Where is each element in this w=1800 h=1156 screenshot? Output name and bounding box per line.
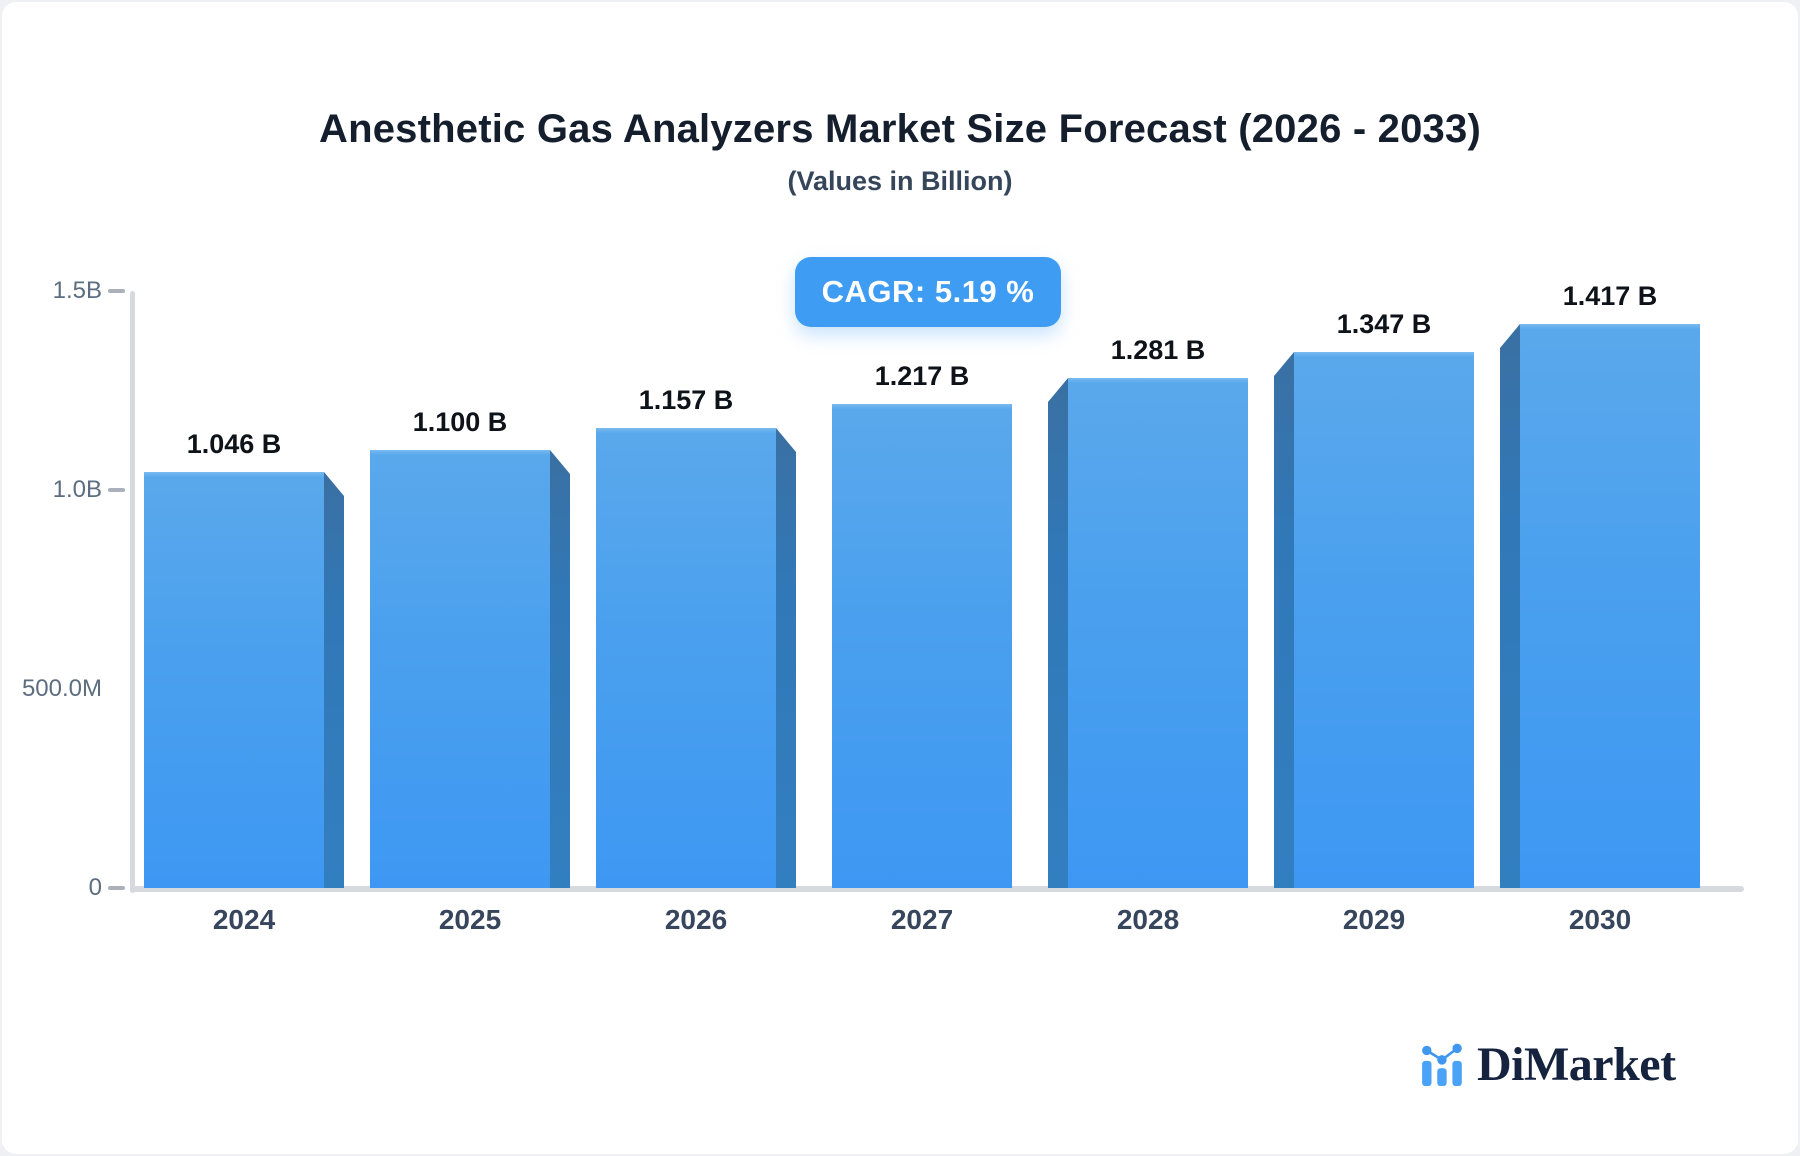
y-tick-label-500.0M: 500.0M bbox=[21, 675, 102, 702]
y-axis-line bbox=[130, 291, 135, 893]
cagr-badge-label: CAGR: 5.19 % bbox=[821, 274, 1035, 309]
y-tick-label-0: 0 bbox=[88, 874, 102, 901]
value-label-2024: 1.046 B bbox=[186, 429, 282, 459]
y-tick-mark bbox=[108, 289, 125, 293]
bar-side-panel-2030 bbox=[1500, 324, 1520, 888]
bar-face-2029[interactable] bbox=[1294, 352, 1474, 888]
y-tick-mark bbox=[108, 886, 125, 890]
value-label-2026: 1.157 B bbox=[638, 385, 734, 415]
value-label-2030: 1.417 B bbox=[1562, 281, 1658, 311]
x-tick-label-2030: 2030 bbox=[1568, 904, 1632, 935]
bar-line-chart-icon bbox=[1422, 1043, 1462, 1086]
x-tick-label-2024: 2024 bbox=[212, 904, 276, 935]
bar-face-2024[interactable] bbox=[144, 472, 324, 888]
brand-logo: DiMarket bbox=[1422, 1040, 1676, 1090]
value-label-2027: 1.217 B bbox=[874, 361, 970, 391]
chart-header: Anesthetic Gas Analyzers Market Size For… bbox=[2, 106, 1798, 196]
x-tick-label-2026: 2026 bbox=[664, 904, 728, 935]
chart-subtitle: (Values in Billion) bbox=[787, 166, 1013, 196]
x-tick-label-2025: 2025 bbox=[438, 904, 502, 935]
bar-side-panel-2026 bbox=[776, 428, 796, 888]
bar-side-panel-2024 bbox=[324, 472, 344, 888]
x-tick-label-2029: 2029 bbox=[1342, 904, 1406, 935]
value-label-2025: 1.100 B bbox=[412, 407, 508, 437]
y-tick-label-1.0B: 1.0B bbox=[52, 476, 102, 503]
bar-face-2026[interactable] bbox=[596, 428, 776, 888]
y-tick-mark bbox=[108, 488, 125, 492]
bar-face-2028[interactable] bbox=[1068, 378, 1248, 888]
x-tick-label-2027: 2027 bbox=[890, 904, 954, 935]
bar-side-panel-2029 bbox=[1274, 352, 1294, 888]
bar-face-2030[interactable] bbox=[1520, 324, 1700, 888]
brand-name: DiMarket bbox=[1477, 1038, 1676, 1091]
value-label-2028: 1.281 B bbox=[1110, 335, 1206, 365]
y-tick-label-1.5B: 1.5B bbox=[52, 277, 102, 304]
bar-side-panel-2028 bbox=[1048, 378, 1068, 888]
bar-face-2027[interactable] bbox=[832, 404, 1012, 888]
x-tick-label-2028: 2028 bbox=[1116, 904, 1180, 935]
bar-side-panel-2025 bbox=[550, 450, 570, 888]
x-axis-line bbox=[130, 886, 1744, 892]
cagr-badge: CAGR: 5.19 % bbox=[795, 257, 1061, 327]
chart-title: Anesthetic Gas Analyzers Market Size For… bbox=[319, 107, 1481, 151]
value-label-2029: 1.347 B bbox=[1336, 309, 1432, 339]
bar-face-2025[interactable] bbox=[370, 450, 550, 888]
